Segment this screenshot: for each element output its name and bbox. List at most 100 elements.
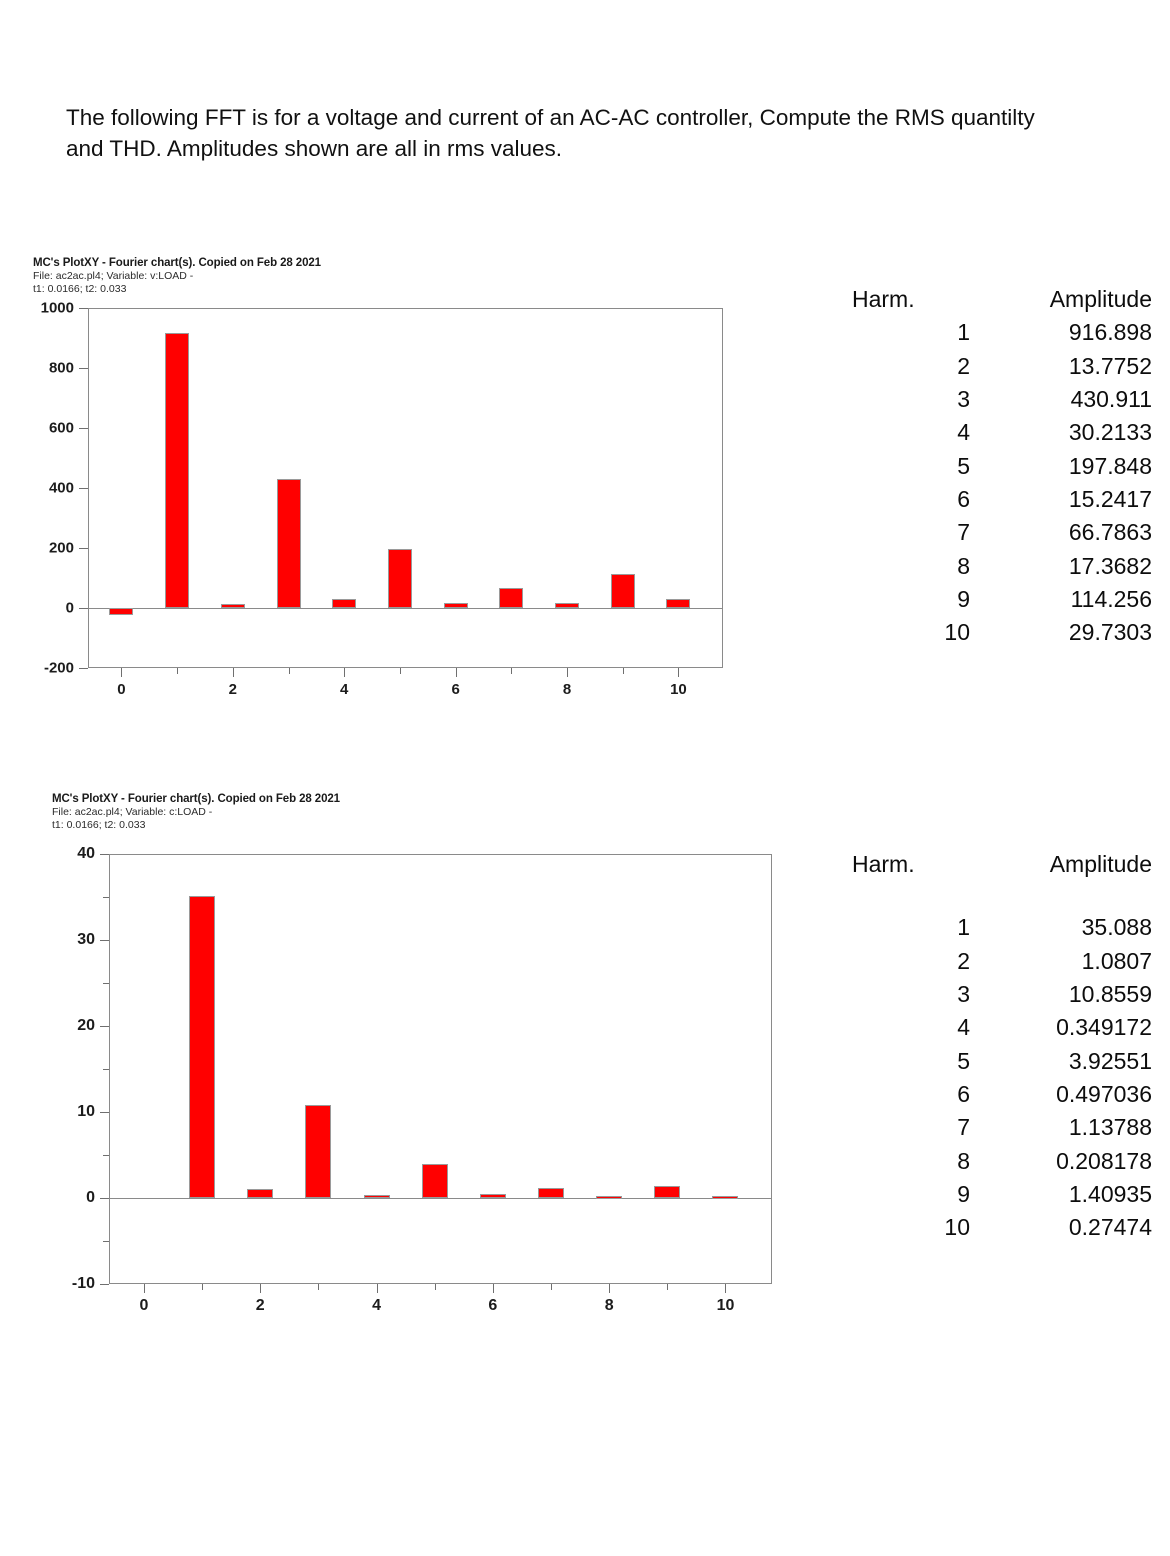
x-axis-minor-tick <box>622 668 624 674</box>
x-axis-tick <box>376 1284 378 1293</box>
table-row: 4 0.349172 <box>838 1011 1152 1044</box>
cell-amplitude-value: 29.7303 <box>1068 619 1152 646</box>
x-axis-tick <box>455 668 457 677</box>
table-row: 7 66.7863 <box>838 516 1152 549</box>
chart-bar <box>305 1104 332 1198</box>
cell-amplitude-value: 66.7863 <box>1068 519 1152 546</box>
x-axis-minor-tick <box>202 1284 204 1290</box>
cell-harmonic-index: 9 <box>957 586 970 613</box>
table-row: 9 114.256 <box>838 583 1152 616</box>
table-row: 1 35.088 <box>838 911 1152 944</box>
cell-amplitude-value: 3.92551 <box>1068 1047 1152 1074</box>
y-axis-tick <box>79 668 88 669</box>
cell-harmonic-index: 6 <box>957 486 970 513</box>
x-axis-tick <box>567 668 569 677</box>
cell-amplitude-value: 15.2417 <box>1068 486 1152 513</box>
chart-bar <box>538 1188 564 1198</box>
chart-bar <box>479 1193 506 1198</box>
chart-bar <box>247 1188 274 1198</box>
x-axis-tick <box>232 668 234 677</box>
x-axis-label: 6 <box>451 681 460 698</box>
chart-header-current: MC's PlotXY - Fourier chart(s). Copied o… <box>52 792 772 832</box>
harmonic-table-current: Harm. Amplitude 1 35.088 2 1.0807 3 10.8559 4 0… <box>838 848 1152 1245</box>
chart-bar <box>276 478 301 608</box>
cell-harmonic-index: 7 <box>957 519 970 546</box>
cell-harmonic-index: 3 <box>957 386 970 413</box>
x-axis-minor-tick <box>399 668 401 674</box>
cell-harmonic-index: 1 <box>957 914 970 941</box>
table-row: 2 13.7752 <box>838 350 1152 383</box>
x-axis-tick <box>609 1284 611 1293</box>
x-axis-label: 8 <box>562 681 572 698</box>
column-header-harm: Harm. <box>852 286 915 312</box>
column-header-amplitude: Amplitude <box>1049 286 1152 312</box>
cell-amplitude-value: 17.3682 <box>1068 552 1152 579</box>
cell-harmonic-index: 10 <box>944 1214 970 1241</box>
y-axis-tick <box>100 1284 109 1285</box>
y-axis-minor-tick <box>103 1155 109 1156</box>
x-axis-tick <box>260 1284 262 1293</box>
cell-harmonic-index: 1 <box>957 319 970 346</box>
y-axis-tick <box>100 1026 109 1027</box>
plot-area-voltage: 1000 800 600 400 200 0 -200 0 2 4 6 8 10 <box>33 300 723 720</box>
y-axis-tick <box>79 608 88 609</box>
chart-bar <box>109 608 134 615</box>
y-axis-label: 0 <box>65 599 74 617</box>
y-axis-label: 200 <box>48 539 74 557</box>
y-axis-tick <box>79 548 88 549</box>
cell-amplitude-value: 0.349172 <box>1056 1014 1152 1041</box>
y-axis-tick <box>100 854 109 855</box>
chart-bar <box>596 1196 623 1200</box>
y-axis-tick <box>79 488 88 489</box>
y-axis-minor-tick <box>103 983 109 984</box>
x-axis-label: 2 <box>228 681 237 698</box>
cell-harmonic-index: 6 <box>957 1081 970 1108</box>
table-row: 3 10.8559 <box>838 978 1152 1011</box>
y-axis-label: 600 <box>48 419 74 437</box>
chart-bar <box>387 548 412 608</box>
plot-area-current: 40 30 20 10 0 -10 0 2 4 6 8 10 <box>52 845 772 1346</box>
x-axis-label: 0 <box>117 681 126 698</box>
x-axis-tick <box>143 1284 145 1293</box>
question-prompt: The following FFT is for a voltage and c… <box>66 105 1035 162</box>
y-axis-label: 400 <box>48 479 74 497</box>
harmonic-table-body: 1 916.898 2 13.7752 3 430.911 4 30.2133 5 197.848… <box>838 316 1152 649</box>
cell-harmonic-index: 9 <box>957 1181 970 1208</box>
zero-axis-line <box>88 608 723 609</box>
y-axis-label: 30 <box>77 931 95 948</box>
cell-harmonic-index: 3 <box>957 981 970 1008</box>
table-row: 6 15.2417 <box>838 483 1152 516</box>
x-axis-minor-tick <box>434 1284 436 1290</box>
y-axis-label: 20 <box>77 1017 95 1034</box>
column-header-amplitude: Amplitude <box>1049 851 1152 877</box>
x-axis-minor-tick <box>667 1284 669 1290</box>
chart-header-voltage: MC's PlotXY - Fourier chart(s). Copied o… <box>33 256 723 296</box>
x-axis-label: 4 <box>372 1297 381 1314</box>
cell-amplitude-value: 1.0807 <box>1081 947 1152 974</box>
table-row: 3 430.911 <box>838 383 1152 416</box>
y-axis-tick <box>100 940 109 941</box>
y-axis-minor-tick <box>103 1069 109 1070</box>
x-axis-minor-tick <box>551 1284 552 1290</box>
cell-amplitude-value: 13.7752 <box>1068 352 1152 379</box>
table-row: 8 0.208178 <box>838 1145 1152 1178</box>
chart-title: MC's PlotXY - Fourier chart(s). Copied o… <box>33 257 321 269</box>
chart-bar <box>363 1194 390 1198</box>
x-axis-label: 10 <box>716 1297 735 1314</box>
cell-harmonic-index: 7 <box>957 1114 970 1141</box>
cell-amplitude-value: 430.911 <box>1070 386 1152 413</box>
y-axis-label: 40 <box>77 845 95 862</box>
cell-amplitude-value: 30.2133 <box>1068 419 1152 446</box>
y-axis-label: 10 <box>77 1103 95 1120</box>
table-row: 7 1.13788 <box>838 1111 1152 1144</box>
chart-bar <box>610 573 635 608</box>
y-axis-label: 0 <box>86 1189 95 1206</box>
chart-bar <box>165 332 190 608</box>
table-row: 1 916.898 <box>838 316 1152 349</box>
y-axis-minor-tick <box>103 897 109 898</box>
cell-harmonic-index: 4 <box>957 1014 970 1041</box>
harmonic-table-body: 1 35.088 2 1.0807 3 10.8559 4 0.349172 5 3.92551 6… <box>838 881 1152 1244</box>
chart-bar <box>712 1195 739 1199</box>
table-row: 4 30.2133 <box>838 416 1152 449</box>
x-axis-tick <box>121 668 123 677</box>
